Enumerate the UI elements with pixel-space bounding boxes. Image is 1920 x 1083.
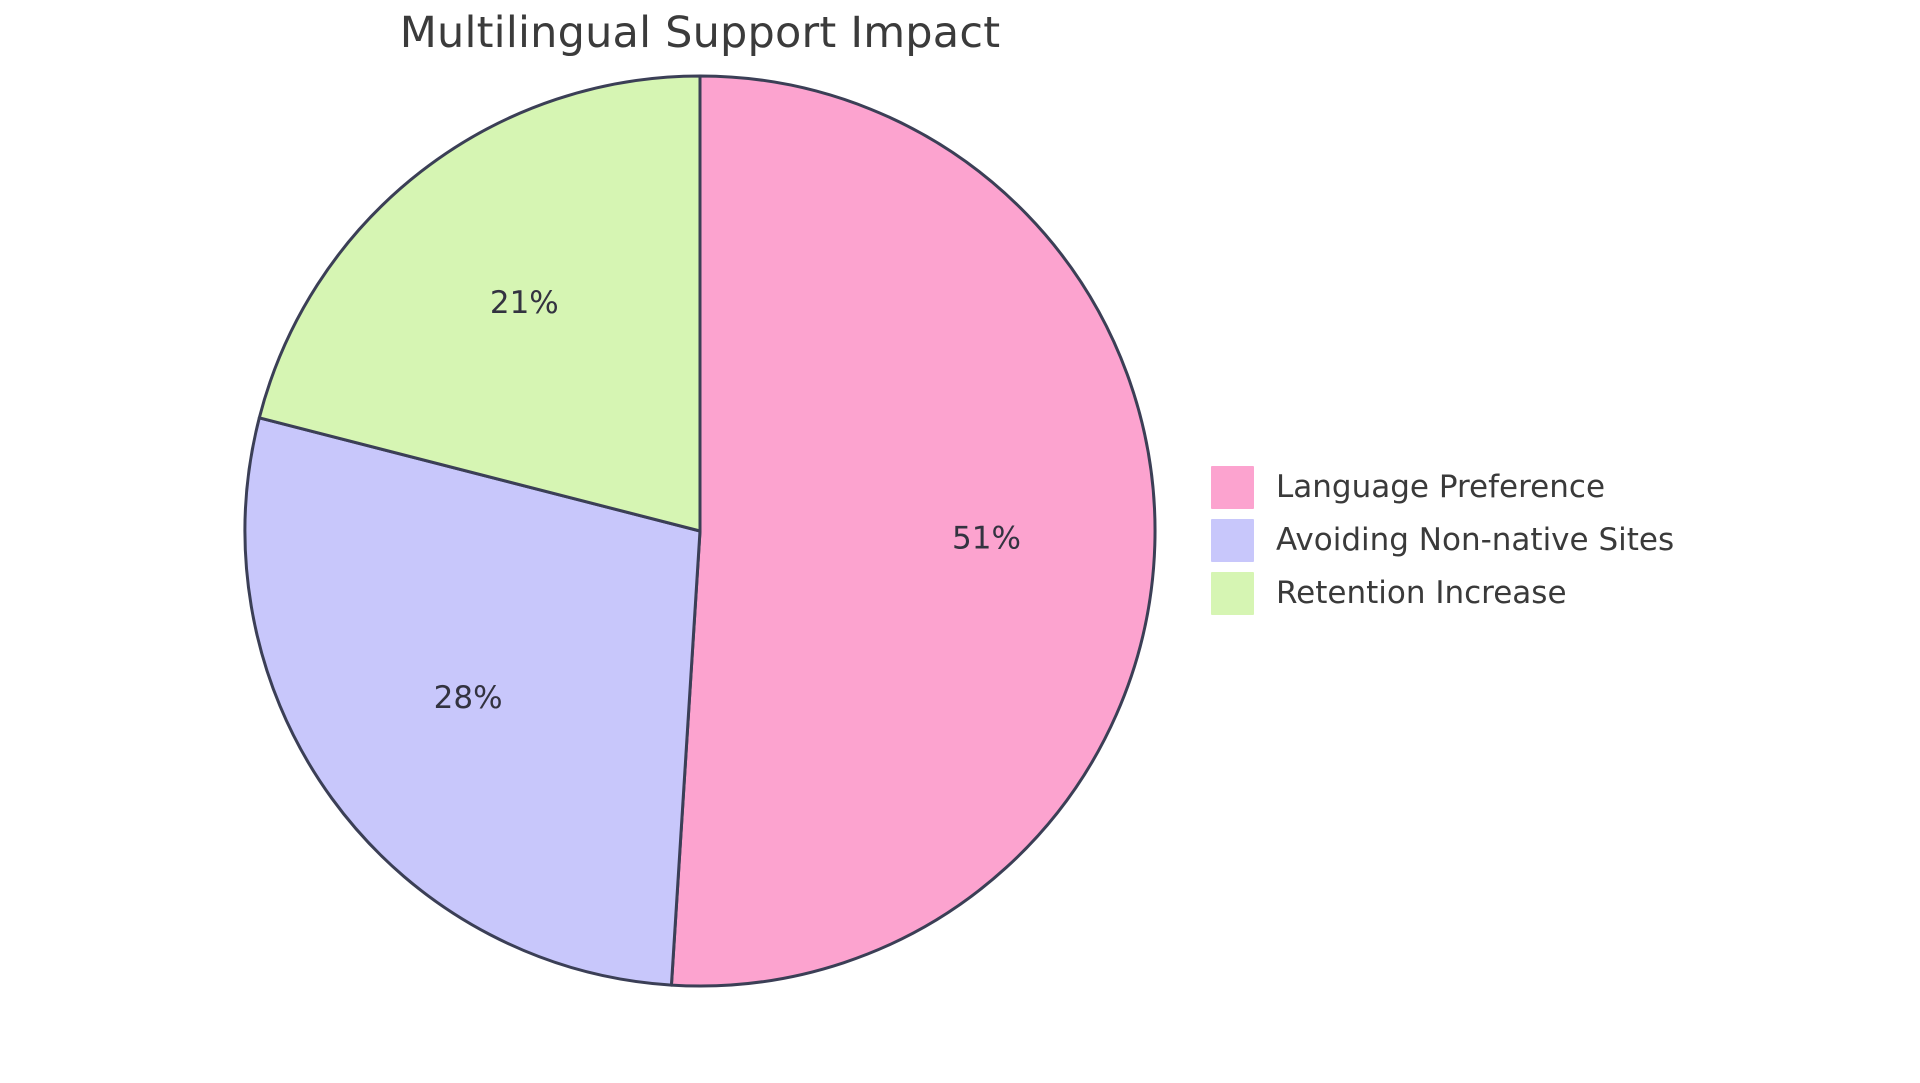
pie-slice-value-label: 21% [490, 285, 559, 321]
pie-slice[interactable] [243, 416, 702, 987]
legend-item-retention-increase[interactable]: Retention Increase [1211, 567, 1731, 620]
pie-slice[interactable] [257, 74, 702, 533]
legend-item-language-preference[interactable]: Language Preference [1211, 461, 1731, 514]
legend-item-avoiding-non-native-sites[interactable]: Avoiding Non-native Sites [1211, 514, 1731, 567]
legend-label: Language Preference [1276, 469, 1606, 505]
pie-slice-group [243, 74, 1157, 988]
pie-slice[interactable] [669, 74, 1157, 988]
page-title: Multilingual Support Impact [399, 8, 1001, 58]
legend-label: Retention Increase [1276, 575, 1567, 611]
legend-swatch-icon [1211, 572, 1254, 615]
chart-legend: Language Preference Avoiding Non-native … [1211, 461, 1731, 620]
legend-swatch-icon [1211, 466, 1254, 509]
legend-label: Avoiding Non-native Sites [1276, 522, 1675, 558]
pie-slice-value-label: 51% [952, 521, 1021, 557]
legend-swatch-icon [1211, 519, 1254, 562]
pie-slice-label-group: 51% 28% 21% [434, 285, 1021, 716]
pie-slice-value-label: 28% [434, 680, 503, 716]
